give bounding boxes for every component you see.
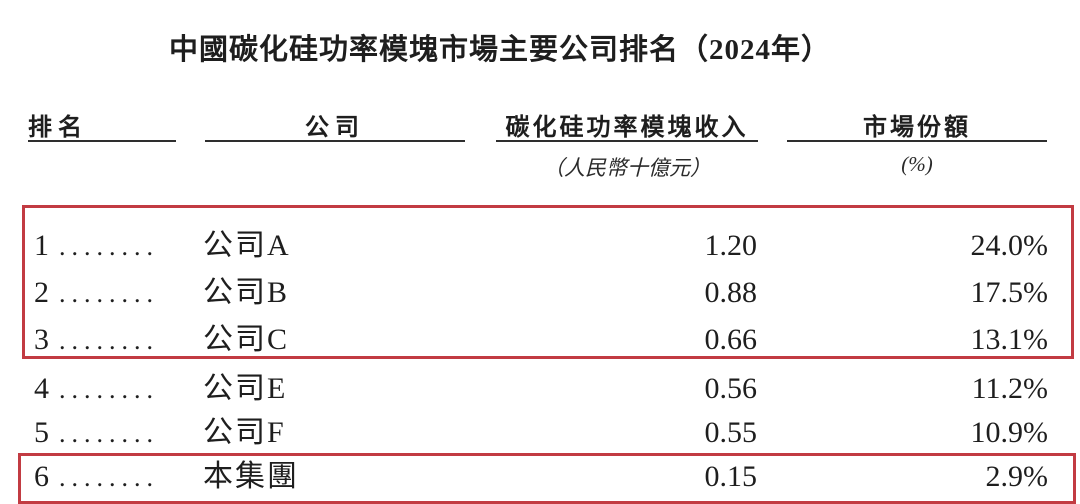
header-underline-company: [205, 140, 465, 142]
table-row: 4........ 公司E 0.56 11.2%: [0, 373, 1080, 405]
rank-number: 4: [34, 372, 49, 405]
revenue-cell: 0.55: [704, 416, 758, 449]
rank-number: 1: [34, 229, 49, 262]
leader-dots: ........: [59, 375, 159, 404]
leader-dots: ........: [59, 279, 159, 308]
revenue-cell: 0.56: [704, 372, 758, 405]
share-cell: 24.0%: [970, 229, 1049, 262]
share-cell: 11.2%: [971, 372, 1048, 405]
rank-number: 2: [34, 276, 49, 309]
revenue-cell: 0.88: [704, 276, 758, 309]
share-cell: 13.1%: [970, 323, 1049, 356]
rank-cell: 2........: [34, 277, 159, 310]
share-cell: 2.9%: [985, 460, 1049, 493]
column-header-share: 市場份額: [863, 115, 971, 141]
page-title: 中國碳化硅功率模塊市場主要公司排名（2024年）: [168, 34, 831, 66]
rank-cell: 4........: [34, 373, 159, 406]
rank-number: 3: [34, 323, 49, 356]
company-cell: 公司C: [203, 323, 290, 356]
column-header-rank: 排名: [28, 115, 88, 141]
company-cell: 公司B: [203, 276, 290, 309]
table-row: 1........ 公司A 1.20 24.0%: [0, 230, 1080, 262]
company-cell: 公司E: [203, 372, 288, 405]
company-cell: 本集團: [203, 460, 299, 493]
column-header-company: 公司: [305, 115, 365, 141]
unit-label-share: (%): [901, 152, 933, 176]
table-row: 5........ 公司F 0.55 10.9%: [0, 417, 1080, 449]
leader-dots: ........: [59, 419, 159, 448]
leader-dots: ........: [59, 326, 159, 355]
column-header-revenue: 碳化硅功率模塊收入: [505, 115, 749, 141]
leader-dots: ........: [59, 463, 159, 492]
company-cell: 公司A: [203, 229, 291, 262]
rank-cell: 3........: [34, 324, 159, 357]
table-row: 6........ 本集團 0.15 2.9%: [0, 461, 1080, 493]
unit-label-revenue: （人民幣十億元）: [543, 156, 711, 180]
revenue-cell: 0.15: [704, 460, 758, 493]
revenue-cell: 1.20: [704, 229, 758, 262]
table-row: 3........ 公司C 0.66 13.1%: [0, 324, 1080, 356]
leader-dots: ........: [59, 232, 159, 261]
share-cell: 17.5%: [970, 276, 1049, 309]
table-row: 2........ 公司B 0.88 17.5%: [0, 277, 1080, 309]
header-underline-revenue: [496, 140, 758, 142]
rank-cell: 5........: [34, 417, 159, 450]
rank-number: 5: [34, 416, 49, 449]
share-cell: 10.9%: [970, 416, 1049, 449]
header-underline-share: [787, 140, 1047, 142]
header-underline-rank: [28, 140, 176, 142]
company-cell: 公司F: [203, 416, 286, 449]
revenue-cell: 0.66: [704, 323, 758, 356]
rank-cell: 6........: [34, 461, 159, 494]
rank-number: 6: [34, 460, 49, 493]
rank-cell: 1........: [34, 230, 159, 263]
